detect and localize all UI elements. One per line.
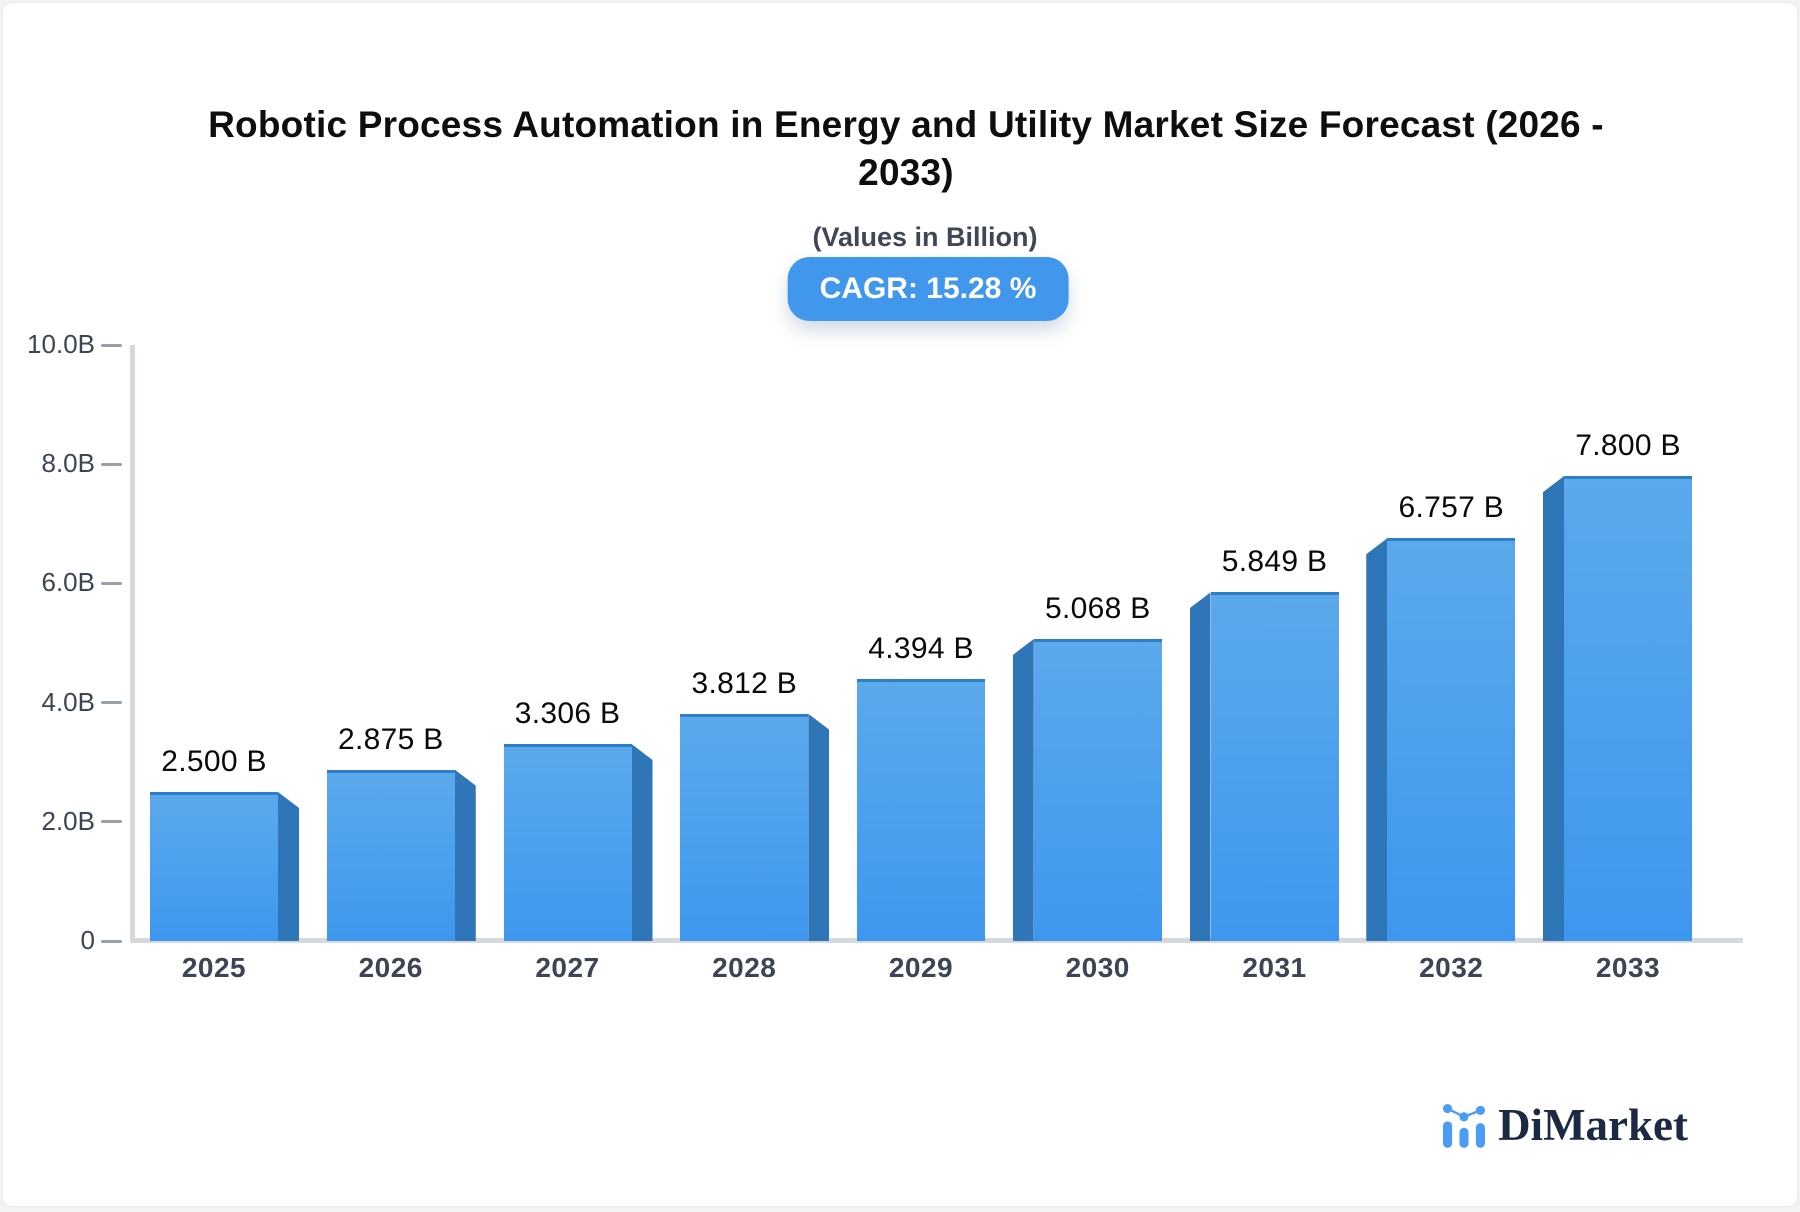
bar xyxy=(150,792,278,941)
bar-value-label: 2.500 B xyxy=(161,745,267,778)
y-axis-label: 8.0B xyxy=(41,448,96,479)
dimarket-logo: DiMarket xyxy=(1443,1098,1688,1148)
x-axis-label: 2032 xyxy=(1419,952,1484,983)
dimarket-logo-text: DiMarket xyxy=(1498,1100,1688,1150)
y-axis-tick xyxy=(101,581,122,585)
bar xyxy=(503,743,632,941)
bar-side-face xyxy=(631,743,653,941)
x-axis-label: 2031 xyxy=(1242,952,1307,983)
y-axis-tick xyxy=(101,701,122,705)
bar-value-label: 7.800 B xyxy=(1575,429,1681,463)
y-axis-label: 10.0B xyxy=(27,329,95,359)
bar xyxy=(1033,638,1162,941)
bar-value-label: 3.306 B xyxy=(514,696,621,730)
dimarket-logo-icon xyxy=(1443,1104,1486,1148)
y-axis-tick xyxy=(101,462,122,466)
bar-side-face xyxy=(1366,538,1388,941)
bar-side-face xyxy=(808,713,830,941)
y-axis-tick xyxy=(101,343,122,347)
bar xyxy=(680,713,809,941)
y-axis-tick xyxy=(101,820,122,824)
y-axis-label: 0 xyxy=(80,925,95,955)
bar xyxy=(1387,538,1516,941)
x-axis-label: 2028 xyxy=(712,952,777,983)
bar-value-label: 3.812 B xyxy=(691,666,798,700)
bar-side-face xyxy=(1543,476,1564,941)
bar-side-face xyxy=(278,792,299,941)
x-axis-label: 2026 xyxy=(358,952,423,983)
bar-value-label: 4.394 B xyxy=(868,632,974,666)
x-axis-label: 2033 xyxy=(1595,952,1661,983)
bar xyxy=(1210,592,1339,941)
chart-subtitle: (Values in Billion) xyxy=(812,222,1038,252)
y-axis-tick xyxy=(101,939,122,943)
y-axis-label: 6.0B xyxy=(41,567,96,598)
bar-side-face xyxy=(454,769,476,941)
x-axis-label: 2025 xyxy=(181,952,247,983)
cagr-badge: CAGR: 15.28 % xyxy=(787,257,1069,321)
bar-value-label: 5.068 B xyxy=(1044,591,1151,625)
x-axis-label: 2030 xyxy=(1065,952,1130,983)
bar xyxy=(857,679,985,941)
x-axis-label: 2029 xyxy=(888,952,954,983)
bar-value-label: 5.849 B xyxy=(1221,545,1328,579)
bar xyxy=(326,769,455,941)
y-axis-line xyxy=(130,345,135,943)
bar-side-face xyxy=(1189,592,1211,941)
chart-title-line1: Robotic Process Automation in Energy and… xyxy=(208,104,1604,145)
bar xyxy=(1564,476,1692,941)
y-axis-label: 2.0B xyxy=(41,805,96,836)
chart-title-line2: 2033) xyxy=(858,152,954,193)
y-axis-label: 4.0B xyxy=(41,686,96,717)
bar-value-label: 2.875 B xyxy=(337,722,444,756)
bar-side-face xyxy=(1012,638,1034,941)
x-axis-label: 2027 xyxy=(535,952,600,983)
bar-value-label: 6.757 B xyxy=(1398,491,1505,525)
